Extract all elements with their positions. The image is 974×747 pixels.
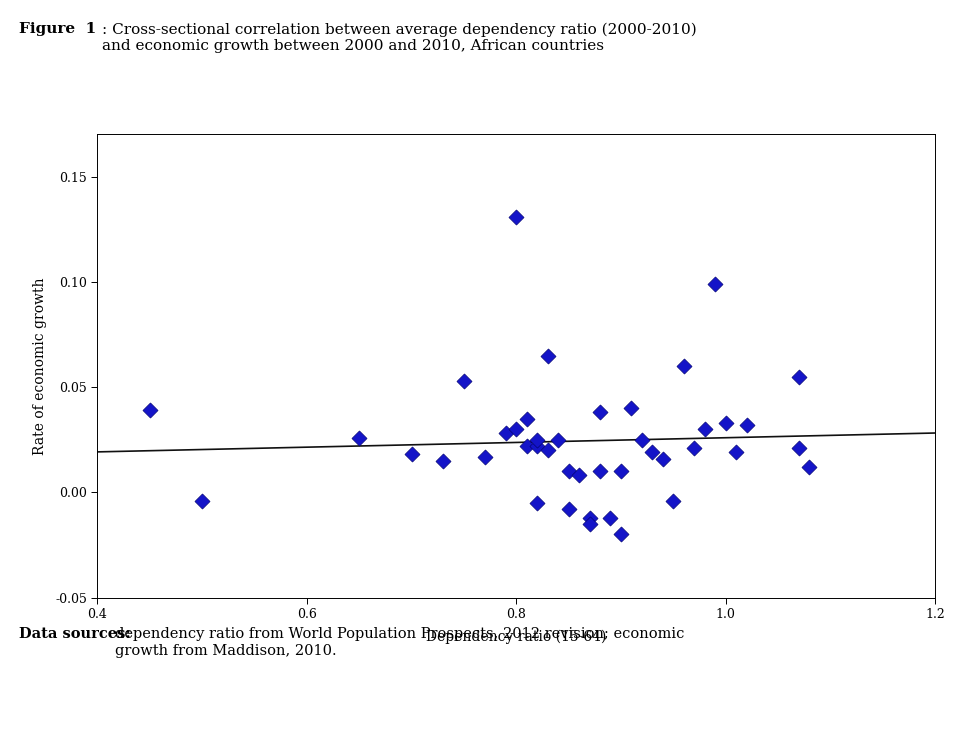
Point bbox=[791, 442, 806, 454]
Point bbox=[519, 412, 535, 424]
Point bbox=[142, 404, 158, 416]
Point bbox=[802, 461, 817, 473]
Point bbox=[581, 518, 597, 530]
Point bbox=[603, 512, 618, 524]
Point bbox=[729, 447, 744, 459]
Point bbox=[530, 497, 545, 509]
Point bbox=[655, 453, 670, 465]
Point bbox=[645, 447, 660, 459]
Point bbox=[508, 211, 524, 223]
Point bbox=[614, 465, 629, 477]
Point bbox=[530, 434, 545, 446]
Point bbox=[435, 455, 451, 467]
Point bbox=[687, 442, 702, 454]
X-axis label: Dependency ratio (15-64): Dependency ratio (15-64) bbox=[426, 630, 607, 644]
Point bbox=[195, 495, 210, 506]
Point bbox=[634, 434, 650, 446]
Point bbox=[456, 375, 471, 387]
Point bbox=[550, 434, 566, 446]
Text: Figure  1: Figure 1 bbox=[19, 22, 96, 37]
Point bbox=[352, 432, 367, 444]
Point bbox=[498, 427, 513, 439]
Point bbox=[508, 424, 524, 436]
Point bbox=[592, 465, 608, 477]
Point bbox=[540, 350, 555, 362]
Text: dependency ratio from World Population Prospects, 2012 revision; economic
growth: dependency ratio from World Population P… bbox=[115, 627, 685, 657]
Point bbox=[676, 360, 692, 372]
Point bbox=[519, 440, 535, 452]
Point bbox=[403, 448, 419, 460]
Point bbox=[614, 528, 629, 540]
Point bbox=[665, 495, 681, 506]
Text: : Cross-sectional correlation between average dependency ratio (2000-2010)
and e: : Cross-sectional correlation between av… bbox=[102, 22, 697, 53]
Y-axis label: Rate of economic growth: Rate of economic growth bbox=[33, 277, 47, 455]
Point bbox=[697, 424, 713, 436]
Point bbox=[477, 450, 493, 462]
Point bbox=[540, 444, 555, 456]
Point bbox=[791, 371, 806, 382]
Point bbox=[581, 512, 597, 524]
Point bbox=[561, 503, 577, 515]
Point bbox=[530, 440, 545, 452]
Text: Data sources:: Data sources: bbox=[19, 627, 131, 642]
Point bbox=[561, 465, 577, 477]
Point bbox=[571, 470, 586, 482]
Point bbox=[623, 402, 639, 414]
Point bbox=[707, 278, 723, 290]
Point bbox=[718, 417, 733, 429]
Point bbox=[592, 406, 608, 418]
Point bbox=[739, 419, 755, 431]
